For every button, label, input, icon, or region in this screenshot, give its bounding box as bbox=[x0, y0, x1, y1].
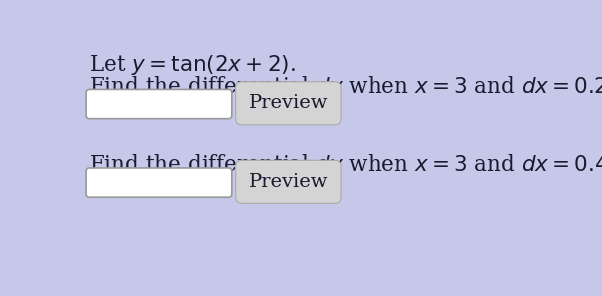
Text: Let $y = \tan(2x + 2)$.: Let $y = \tan(2x + 2)$. bbox=[89, 53, 296, 77]
FancyBboxPatch shape bbox=[86, 168, 232, 197]
Text: Find the differential $dy$ when $x = 3$ and $dx = 0.2$: Find the differential $dy$ when $x = 3$ … bbox=[89, 74, 602, 99]
FancyBboxPatch shape bbox=[235, 82, 341, 125]
Text: Preview: Preview bbox=[249, 173, 328, 191]
Text: Find the differential $dy$ when $x = 3$ and $dx = 0.4$: Find the differential $dy$ when $x = 3$ … bbox=[89, 152, 602, 177]
FancyBboxPatch shape bbox=[235, 160, 341, 203]
Text: Preview: Preview bbox=[249, 94, 328, 112]
FancyBboxPatch shape bbox=[86, 89, 232, 119]
